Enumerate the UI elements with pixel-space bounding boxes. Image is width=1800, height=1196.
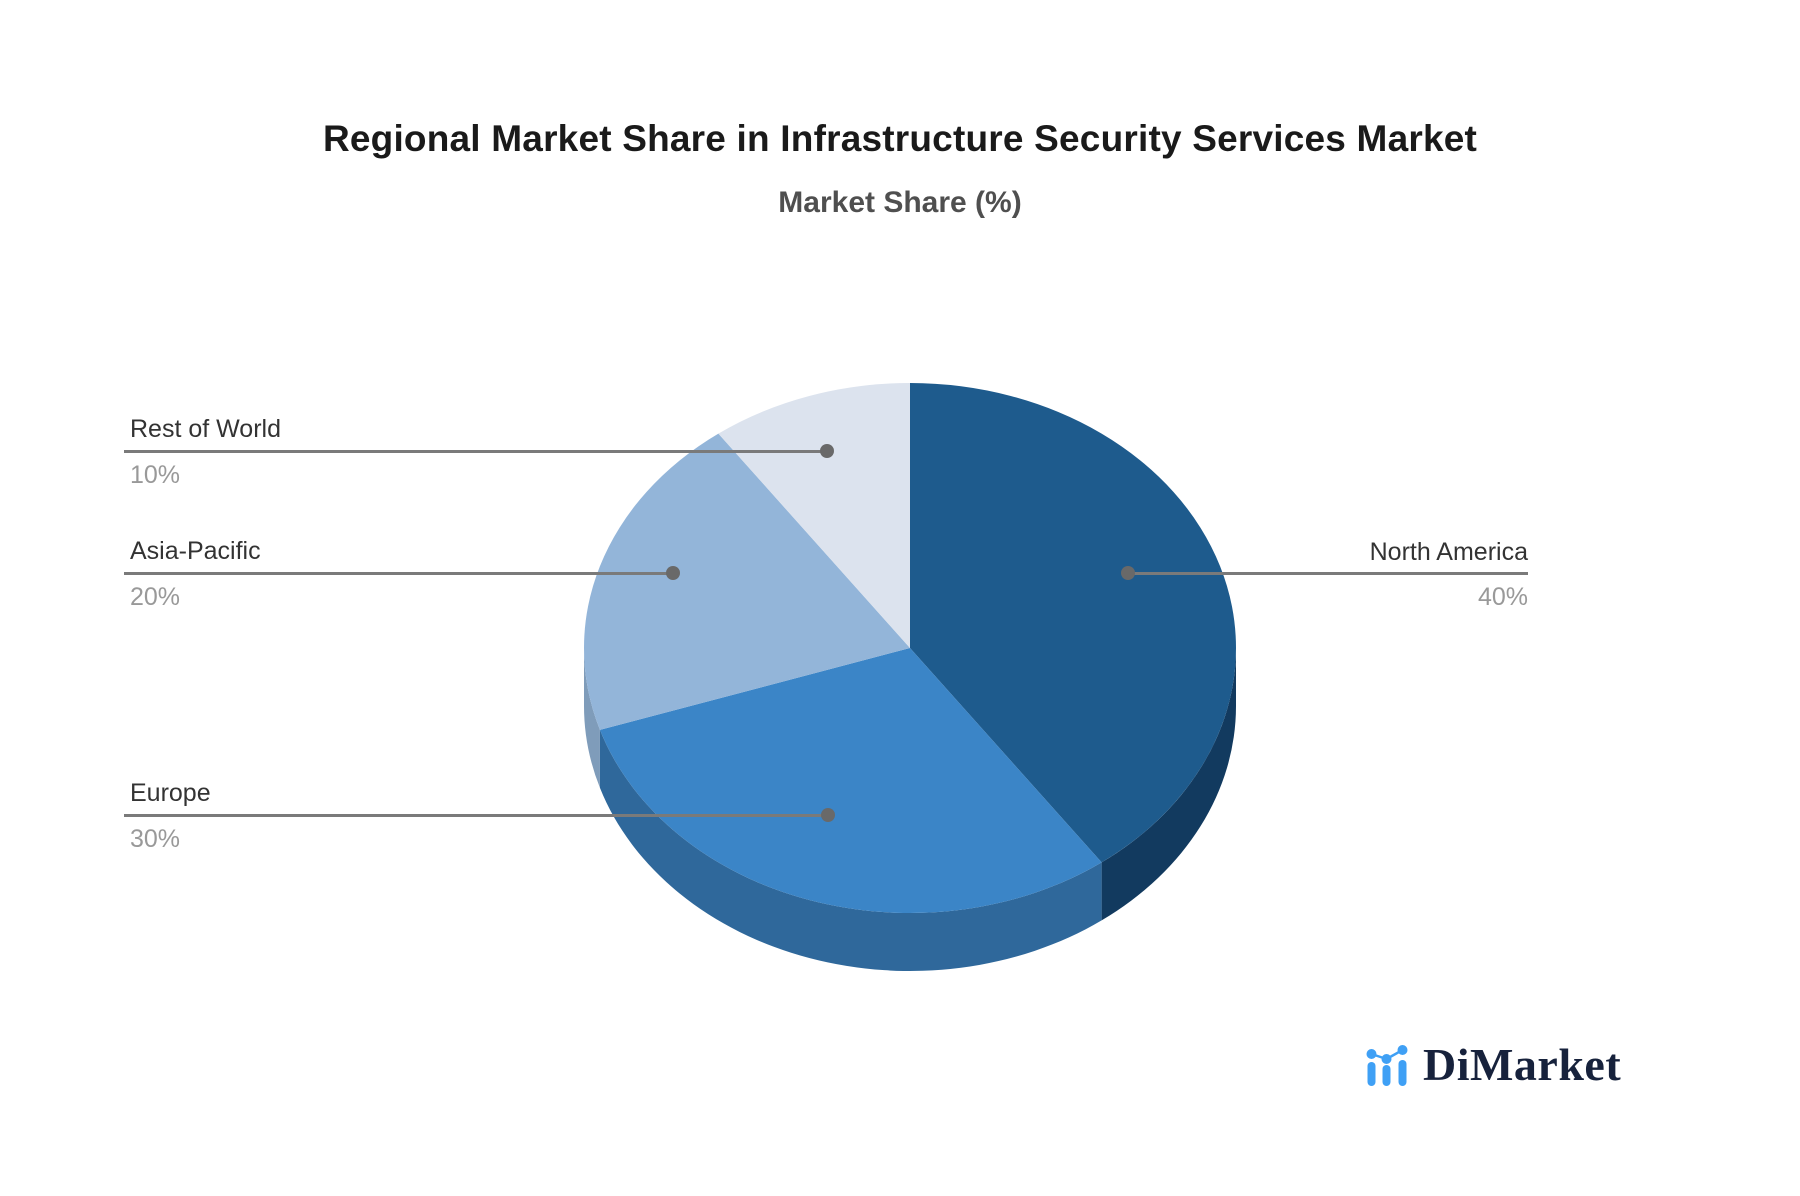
pie-rim-asia-pacific: [584, 648, 600, 788]
pie-rim-north-america: [1101, 648, 1236, 921]
logo-text: DiMarket: [1423, 1039, 1622, 1090]
leader-dot-north-america: [1121, 566, 1135, 580]
leader-dot-asia-pacific: [666, 566, 680, 580]
leader-dot-rest-of-world: [820, 444, 834, 458]
pie-slice-europe[interactable]: [599, 648, 1102, 914]
callout-label-asia-pacific: Asia-Pacific: [130, 537, 261, 565]
pie-slice-north-america[interactable]: [910, 383, 1237, 863]
leader-line-asia-pacific: [124, 572, 673, 575]
callout-label-north-america: North America: [1369, 538, 1528, 566]
callout-label-europe: Europe: [130, 779, 211, 807]
callout-value-europe: 30%: [130, 825, 181, 853]
leader-line-rest-of-world: [124, 450, 827, 453]
chart-subtitle: Market Share (%): [778, 186, 1022, 219]
chart-title: Regional Market Share in Infrastructure …: [322, 118, 1478, 159]
pie-slice-asia-pacific[interactable]: [583, 433, 910, 730]
leader-dot-europe: [821, 808, 835, 822]
bar-line-combo-chart-icon: [1366, 1045, 1408, 1086]
callout-label-rest-of-world: Rest of World: [130, 415, 281, 443]
pie-rim-europe: [599, 729, 1102, 972]
dimarket-logo: DiMarket: [1364, 1042, 1621, 1088]
callout-value-asia-pacific: 20%: [130, 583, 181, 611]
leader-line-north-america: [1128, 572, 1528, 575]
leader-line-europe: [124, 814, 828, 817]
pie-slice-rest-of-world[interactable]: [718, 383, 910, 648]
callout-value-north-america: 40%: [1477, 583, 1528, 611]
callout-value-rest-of-world: 10%: [130, 461, 181, 489]
